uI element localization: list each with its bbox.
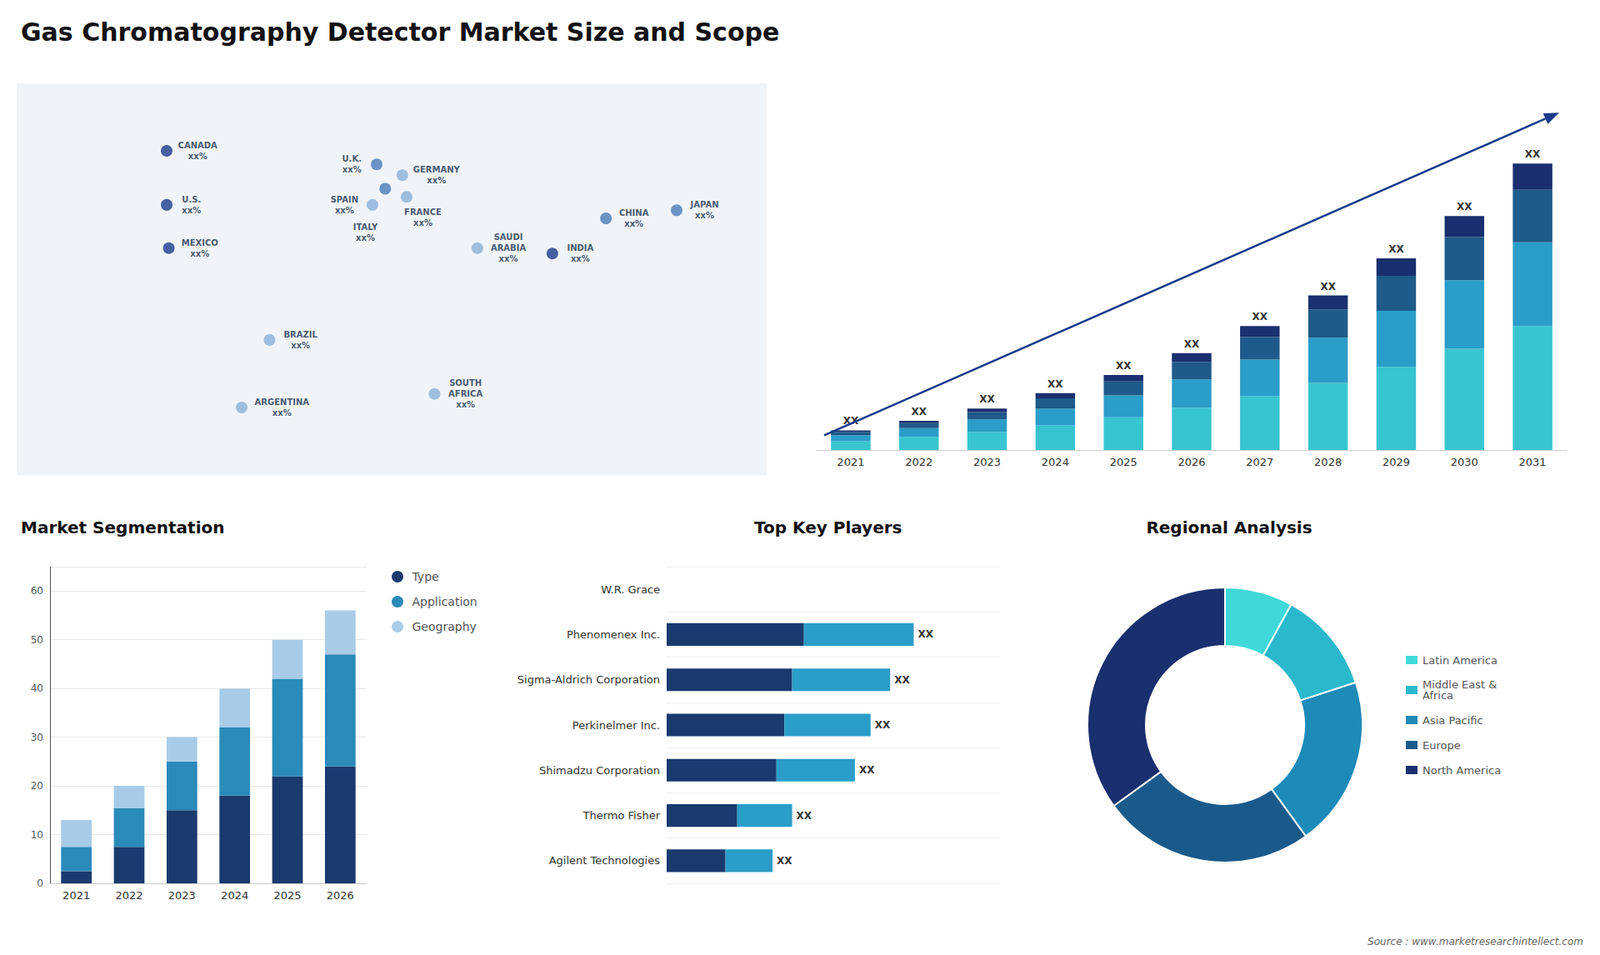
- svg-text:10: 10: [30, 829, 44, 841]
- svg-text:20: 20: [30, 780, 44, 792]
- svg-text:FRANCE: FRANCE: [404, 207, 442, 217]
- svg-text:CHINA: CHINA: [619, 208, 650, 218]
- svg-text:XX: XX: [1047, 378, 1064, 390]
- svg-text:2024: 2024: [220, 889, 249, 902]
- svg-text:Market Segmentation: Market Segmentation: [20, 517, 225, 538]
- svg-text:XX: XX: [843, 415, 859, 427]
- svg-text:50: 50: [30, 634, 44, 646]
- svg-text:XX: XX: [875, 719, 891, 731]
- svg-text:SOUTH: SOUTH: [449, 378, 482, 388]
- svg-text:2030: 2030: [1450, 455, 1479, 469]
- svg-text:XX: XX: [776, 855, 793, 867]
- svg-text:xx%: xx%: [335, 205, 355, 215]
- svg-text:Africa: Africa: [1422, 689, 1454, 702]
- svg-text:Type: Type: [411, 570, 440, 584]
- svg-text:Agilent Technologies: Agilent Technologies: [549, 854, 661, 867]
- svg-text:xx%: xx%: [413, 218, 433, 228]
- svg-text:Source : www.marketresearchint: Source : www.marketresearchintellect.com: [1367, 935, 1584, 948]
- svg-text:Middle East &: Middle East &: [1422, 678, 1497, 691]
- svg-text:2021: 2021: [836, 455, 865, 469]
- svg-text:xx%: xx%: [570, 254, 590, 264]
- svg-text:2024: 2024: [1041, 455, 1070, 469]
- svg-text:XX: XX: [894, 674, 910, 686]
- svg-text:SPAIN: SPAIN: [330, 195, 359, 205]
- svg-text:xx%: xx%: [499, 254, 519, 264]
- svg-text:CANADA: CANADA: [178, 140, 218, 150]
- svg-text:xx%: xx%: [342, 165, 362, 175]
- svg-text:Application: Application: [412, 595, 478, 609]
- svg-text:xx%: xx%: [695, 210, 715, 220]
- svg-text:Geography: Geography: [412, 620, 477, 634]
- svg-text:Top Key Players: Top Key Players: [754, 517, 902, 538]
- svg-text:XX: XX: [910, 405, 927, 418]
- svg-text:Sigma-Aldrich Corporation: Sigma-Aldrich Corporation: [517, 673, 660, 686]
- svg-text:Phenomenex Inc.: Phenomenex Inc.: [566, 628, 660, 641]
- svg-text:W.R. Grace: W.R. Grace: [600, 583, 660, 596]
- svg-text:xx%: xx%: [355, 233, 375, 243]
- svg-text:Latin America: Latin America: [1422, 654, 1498, 667]
- svg-text:2026: 2026: [1177, 455, 1205, 469]
- svg-text:xx%: xx%: [272, 408, 292, 418]
- svg-text:XX: XX: [859, 764, 875, 776]
- svg-text:Asia Pacific: Asia Pacific: [1422, 714, 1484, 727]
- svg-text:U.S.: U.S.: [181, 195, 201, 205]
- svg-text:60: 60: [30, 585, 44, 597]
- svg-text:JAPAN: JAPAN: [690, 200, 720, 210]
- svg-text:MEXICO: MEXICO: [181, 238, 219, 248]
- svg-text:SAUDI: SAUDI: [494, 232, 524, 242]
- svg-text:Gas Chromatography Detector Ma: Gas Chromatography Detector Market Size …: [20, 17, 780, 47]
- svg-text:AFRICA: AFRICA: [448, 389, 483, 399]
- svg-text:Perkinelmer Inc.: Perkinelmer Inc.: [572, 719, 660, 732]
- svg-text:Regional Analysis: Regional Analysis: [1145, 517, 1312, 538]
- svg-text:2025: 2025: [1110, 455, 1138, 469]
- svg-text:XX: XX: [1456, 200, 1473, 213]
- svg-text:INDIA: INDIA: [566, 243, 594, 253]
- svg-text:Shimadzu Corporation: Shimadzu Corporation: [539, 764, 660, 777]
- svg-text:xx%: xx%: [624, 219, 644, 229]
- svg-text:XX: XX: [1320, 280, 1336, 293]
- svg-text:2031: 2031: [1519, 455, 1547, 469]
- svg-text:30: 30: [30, 731, 44, 744]
- svg-text:xx%: xx%: [181, 205, 201, 215]
- svg-text:2028: 2028: [1314, 455, 1342, 469]
- svg-text:xx%: xx%: [190, 249, 210, 259]
- svg-text:2029: 2029: [1382, 455, 1410, 469]
- svg-text:2026: 2026: [326, 889, 355, 902]
- svg-text:North America: North America: [1422, 764, 1501, 777]
- svg-text:xx%: xx%: [426, 175, 446, 185]
- svg-text:XX: XX: [1115, 360, 1132, 372]
- svg-text:2022: 2022: [905, 455, 933, 469]
- svg-text:2027: 2027: [1245, 455, 1274, 469]
- svg-text:ARGENTINA: ARGENTINA: [255, 397, 310, 407]
- svg-text:U.K.: U.K.: [341, 154, 361, 164]
- svg-text:40: 40: [30, 682, 44, 695]
- svg-text:2025: 2025: [273, 889, 301, 902]
- svg-text:XX: XX: [1525, 148, 1541, 160]
- svg-text:2023: 2023: [973, 455, 1001, 469]
- svg-text:GERMANY: GERMANY: [413, 165, 461, 175]
- svg-text:XX: XX: [796, 810, 813, 822]
- svg-text:ITALY: ITALY: [353, 222, 379, 232]
- svg-text:XX: XX: [979, 393, 995, 405]
- svg-text:XX: XX: [1184, 338, 1200, 350]
- svg-text:Thermo Fisher: Thermo Fisher: [581, 809, 660, 822]
- svg-text:XX: XX: [917, 628, 934, 640]
- svg-text:BRAZIL: BRAZIL: [283, 330, 318, 340]
- svg-text:XX: XX: [1252, 310, 1269, 323]
- svg-text:Europe: Europe: [1422, 739, 1461, 752]
- svg-text:xx%: xx%: [290, 340, 310, 350]
- svg-text:xx%: xx%: [188, 151, 208, 161]
- svg-text:2021: 2021: [62, 889, 90, 902]
- svg-text:0: 0: [36, 877, 44, 890]
- svg-text:XX: XX: [1388, 243, 1405, 255]
- svg-text:xx%: xx%: [455, 400, 475, 410]
- svg-text:2022: 2022: [115, 889, 143, 902]
- svg-text:2023: 2023: [168, 889, 196, 902]
- svg-text:ARABIA: ARABIA: [490, 243, 527, 253]
